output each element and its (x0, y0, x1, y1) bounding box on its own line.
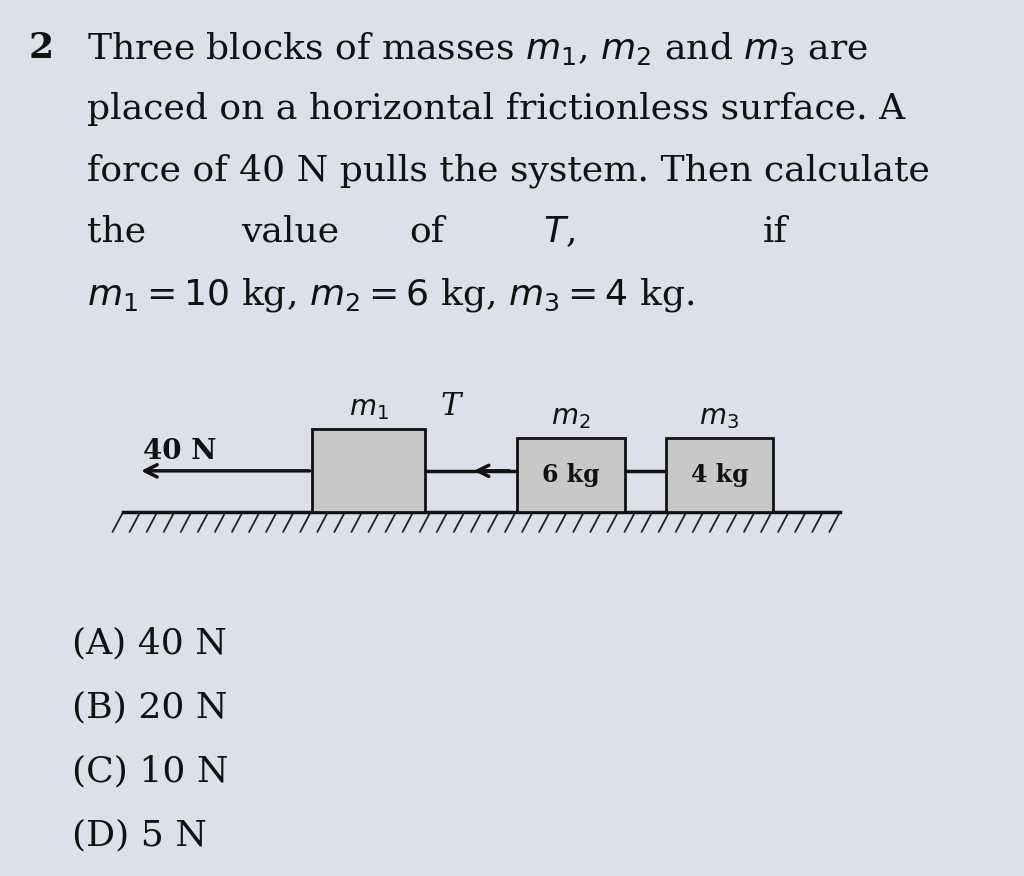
Text: $m_1 = 10$ kg, $m_2 = 6$ kg, $m_3 = 4$ kg.: $m_1 = 10$ kg, $m_2 = 6$ kg, $m_3 = 4$ k… (87, 276, 694, 314)
Bar (312, 429, 425, 512)
Text: $m_1$: $m_1$ (349, 395, 388, 422)
Text: T: T (440, 392, 461, 422)
Text: $m_2$: $m_2$ (551, 404, 591, 431)
Text: (A) 40 N: (A) 40 N (72, 626, 226, 661)
Text: (D) 5 N: (D) 5 N (72, 818, 207, 852)
Text: (C) 10 N: (C) 10 N (72, 754, 228, 788)
Text: 6 kg: 6 kg (542, 463, 600, 487)
Bar (517, 438, 625, 512)
Text: the: the (87, 215, 146, 249)
Text: (B) 20 N: (B) 20 N (72, 690, 227, 724)
Text: value: value (241, 215, 339, 249)
Text: 40 N: 40 N (143, 438, 217, 464)
Text: 2: 2 (29, 31, 54, 65)
Text: force of 40 N pulls the system. Then calculate: force of 40 N pulls the system. Then cal… (87, 153, 930, 187)
Text: of: of (410, 215, 444, 249)
Text: $m_3$: $m_3$ (699, 404, 739, 431)
Text: $T$,: $T$, (543, 215, 574, 250)
Text: 4 kg: 4 kg (690, 463, 749, 487)
Text: Three blocks of masses $m_1$, $m_2$ and $m_3$ are: Three blocks of masses $m_1$, $m_2$ and … (87, 31, 868, 67)
Bar (666, 438, 773, 512)
Text: placed on a horizontal frictionless surface. A: placed on a horizontal frictionless surf… (87, 92, 905, 126)
Text: if: if (763, 215, 787, 249)
